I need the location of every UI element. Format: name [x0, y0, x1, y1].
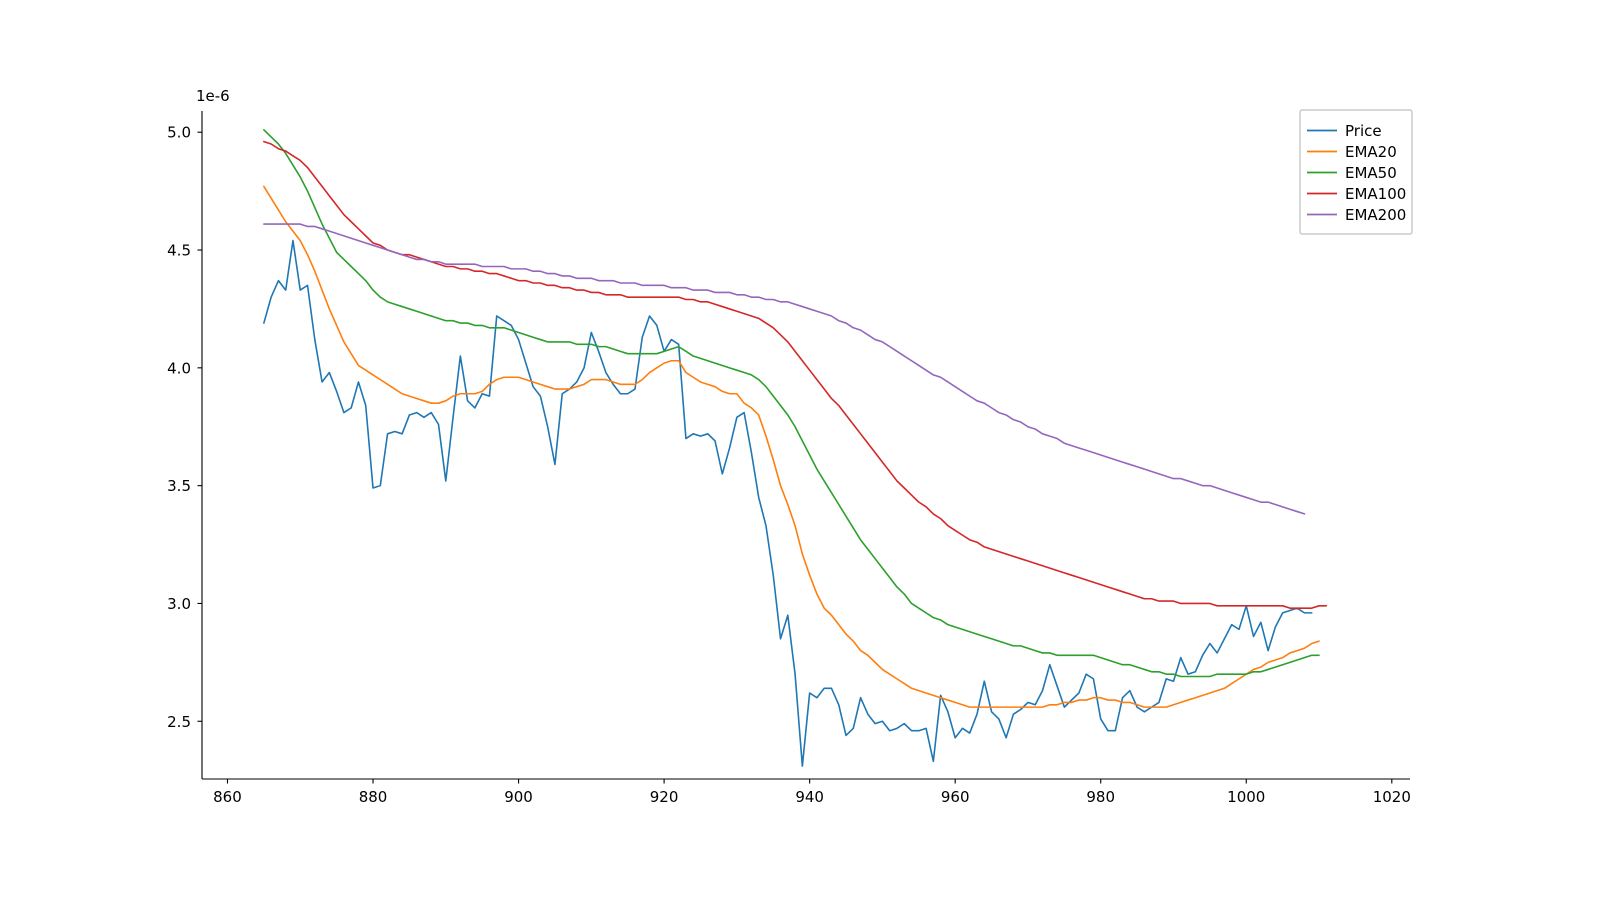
x-tick-label-1000: 1000 — [1227, 788, 1265, 806]
series-line-ema20 — [263, 185, 1320, 708]
y-tick-label-3.0: 3.0 — [167, 595, 191, 613]
legend-label-price[interactable]: Price — [1345, 122, 1382, 140]
x-tick-label-860: 860 — [213, 788, 242, 806]
x-tick-labels-group: 860 880 900 920 940 960 980 1000 1020 — [213, 788, 1411, 806]
x-tick-label-940: 940 — [795, 788, 824, 806]
y-tick-label-4.0: 4.0 — [167, 359, 191, 377]
y-tick-label-3.5: 3.5 — [167, 477, 191, 495]
y-tick-label-4.5: 4.5 — [167, 242, 191, 260]
y-tick-label-5.0: 5.0 — [167, 124, 191, 142]
axes-background — [202, 111, 1410, 779]
legend-label-ema200[interactable]: EMA200 — [1345, 206, 1406, 224]
x-tick-label-900: 900 — [504, 788, 533, 806]
y-tick-labels-group: 2.5 3.0 3.5 4.0 4.5 5.0 — [167, 124, 191, 731]
x-tick-label-920: 920 — [650, 788, 679, 806]
x-tick-label-880: 880 — [359, 788, 388, 806]
x-tick-label-960: 960 — [941, 788, 970, 806]
legend-label-ema50[interactable]: EMA50 — [1345, 164, 1397, 182]
data-series-group — [263, 129, 1328, 767]
series-line-ema50 — [263, 129, 1320, 678]
y-axis-offset-text: 1e-6 — [196, 87, 230, 105]
y-tick-label-2.5: 2.5 — [167, 713, 191, 731]
x-tick-label-980: 980 — [1086, 788, 1115, 806]
legend-box — [1299, 109, 1413, 235]
series-line-ema100 — [263, 140, 1328, 609]
chart-legend[interactable]: Price EMA20 EMA50 EMA100 EMA200 — [1299, 109, 1413, 235]
legend-label-ema100[interactable]: EMA100 — [1345, 185, 1406, 203]
series-line-price — [263, 239, 1313, 767]
legend-label-ema20[interactable]: EMA20 — [1345, 143, 1397, 161]
series-line-ema200 — [263, 223, 1306, 515]
x-tick-label-1020: 1020 — [1373, 788, 1411, 806]
tick-marks-group — [197, 131, 1393, 784]
